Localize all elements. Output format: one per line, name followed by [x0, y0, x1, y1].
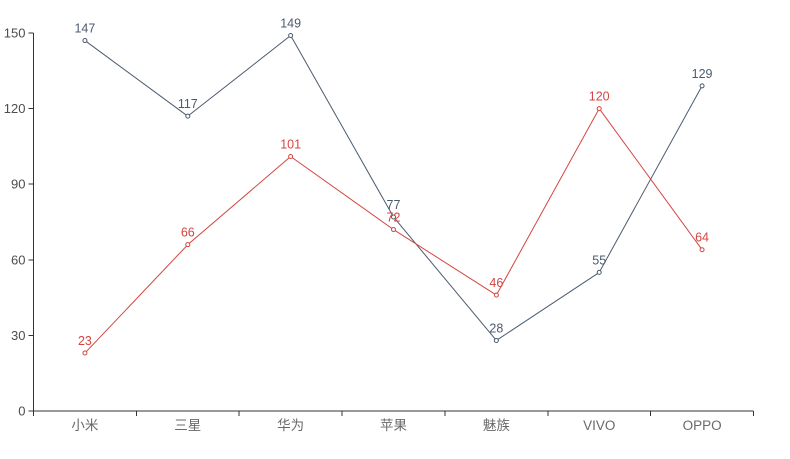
- data-point-marker: [596, 106, 602, 112]
- data-point-label: 23: [78, 334, 92, 348]
- data-point-marker: [391, 227, 396, 233]
- y-tick-label: 30: [11, 328, 25, 343]
- x-category-label: VIVO: [583, 418, 615, 433]
- y-tick-label: 120: [4, 101, 26, 116]
- data-point-label: 77: [387, 198, 401, 212]
- x-category-label: 魅族: [483, 418, 510, 433]
- data-point-label: 72: [387, 211, 401, 225]
- x-category-label: 小米: [71, 418, 98, 433]
- data-point-marker: [596, 269, 602, 275]
- data-point-label: 147: [74, 22, 95, 36]
- data-point-label: 64: [695, 231, 709, 245]
- data-point-label: 149: [280, 17, 301, 31]
- data-point-label: 66: [181, 226, 195, 240]
- data-point-marker: [288, 153, 294, 159]
- data-point-label: 46: [489, 276, 503, 290]
- data-point-marker: [493, 292, 499, 298]
- data-point-marker: [185, 113, 191, 119]
- data-point-marker: [82, 38, 88, 44]
- data-point-marker: [185, 242, 191, 248]
- data-point-marker: [699, 247, 705, 253]
- data-point-marker: [493, 337, 499, 343]
- data-point-label: 120: [589, 90, 610, 104]
- data-point-label: 117: [178, 97, 198, 111]
- x-category-label: 三星: [174, 418, 201, 433]
- y-tick-label: 60: [11, 252, 25, 267]
- data-point-label: 55: [592, 253, 606, 267]
- x-category-label: 苹果: [380, 418, 407, 433]
- series-line: [84, 35, 703, 341]
- y-tick-label: 150: [4, 26, 26, 41]
- y-tick-label: 0: [18, 404, 25, 419]
- data-point-label: 101: [280, 137, 301, 151]
- x-category-label: 华为: [277, 418, 304, 433]
- data-point-marker: [82, 350, 88, 356]
- data-point-marker: [288, 33, 294, 39]
- data-point-marker: [699, 83, 705, 89]
- y-tick-label: 90: [11, 177, 25, 192]
- data-point-label: 129: [692, 67, 713, 81]
- x-category-label: OPPO: [683, 418, 722, 433]
- data-point-marker: [391, 214, 396, 220]
- data-point-label: 28: [489, 321, 503, 335]
